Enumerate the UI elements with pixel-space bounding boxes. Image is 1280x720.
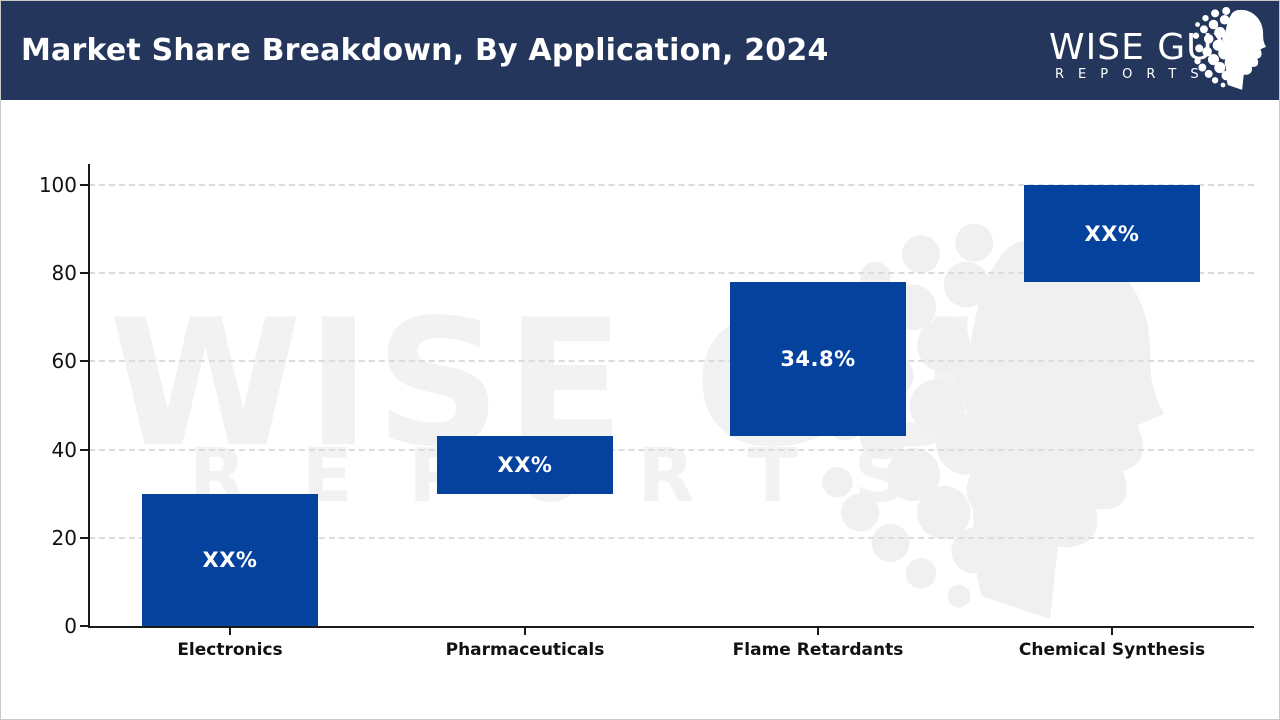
bar-chemical-synthesis: XX% <box>1024 185 1200 283</box>
y-tick-40 <box>80 448 88 451</box>
logo-head-icon <box>1192 7 1267 90</box>
y-tick-label-100: 100 <box>38 173 77 197</box>
gridline-20 <box>89 536 1254 539</box>
y-tick-label-60: 60 <box>51 349 77 374</box>
category-label-flame-retardants: Flame Retardants <box>732 640 904 660</box>
y-tick-label-20: 20 <box>51 525 77 550</box>
bar-value-label-chemical-synthesis: XX% <box>1084 221 1140 246</box>
header: Market Share Breakdown, By Application, … <box>1 1 1279 100</box>
gridline-60 <box>89 360 1254 363</box>
bar-pharmaceuticals: XX% <box>437 436 613 494</box>
y-tick-label-40: 40 <box>51 437 77 462</box>
y-tick-label-80: 80 <box>51 261 77 286</box>
bar-flame-retardants: 34.8% <box>730 282 906 437</box>
chart-title: Market Share Breakdown, By Application, … <box>21 33 829 68</box>
y-tick-label-0: 0 <box>64 614 77 638</box>
category-label-chemical-synthesis: Chemical Synthesis <box>1018 640 1206 660</box>
category-label-pharmaceuticals: Pharmaceuticals <box>445 640 605 660</box>
y-tick-80 <box>80 272 88 275</box>
gridline-100 <box>89 184 1254 186</box>
y-tick-60 <box>80 360 88 363</box>
x-tick-electronics <box>229 628 231 635</box>
category-label-electronics: Electronics <box>177 640 283 660</box>
y-tick-20 <box>80 536 88 539</box>
logo-wordmark: WISE GUY <box>1049 27 1237 68</box>
x-axis-spine <box>88 626 1254 628</box>
bar-value-label-pharmaceuticals: XX% <box>497 453 553 478</box>
x-tick-chemical-synthesis <box>1111 628 1113 635</box>
brand-logo: WISE GUY REPORTS <box>1015 1 1267 100</box>
bar-value-label-flame-retardants: 34.8% <box>780 347 856 372</box>
y-tick-0 <box>80 625 88 627</box>
x-tick-pharmaceuticals <box>524 628 526 635</box>
y-tick-100 <box>80 184 88 186</box>
logo-subtext: REPORTS <box>1055 67 1213 82</box>
bar-value-label-electronics: XX% <box>202 547 258 572</box>
gridline-40 <box>89 448 1254 451</box>
y-axis-spine <box>88 164 90 628</box>
gridline-80 <box>89 272 1254 275</box>
x-tick-flame-retardants <box>817 628 819 635</box>
bar-electronics: XX% <box>142 493 318 626</box>
